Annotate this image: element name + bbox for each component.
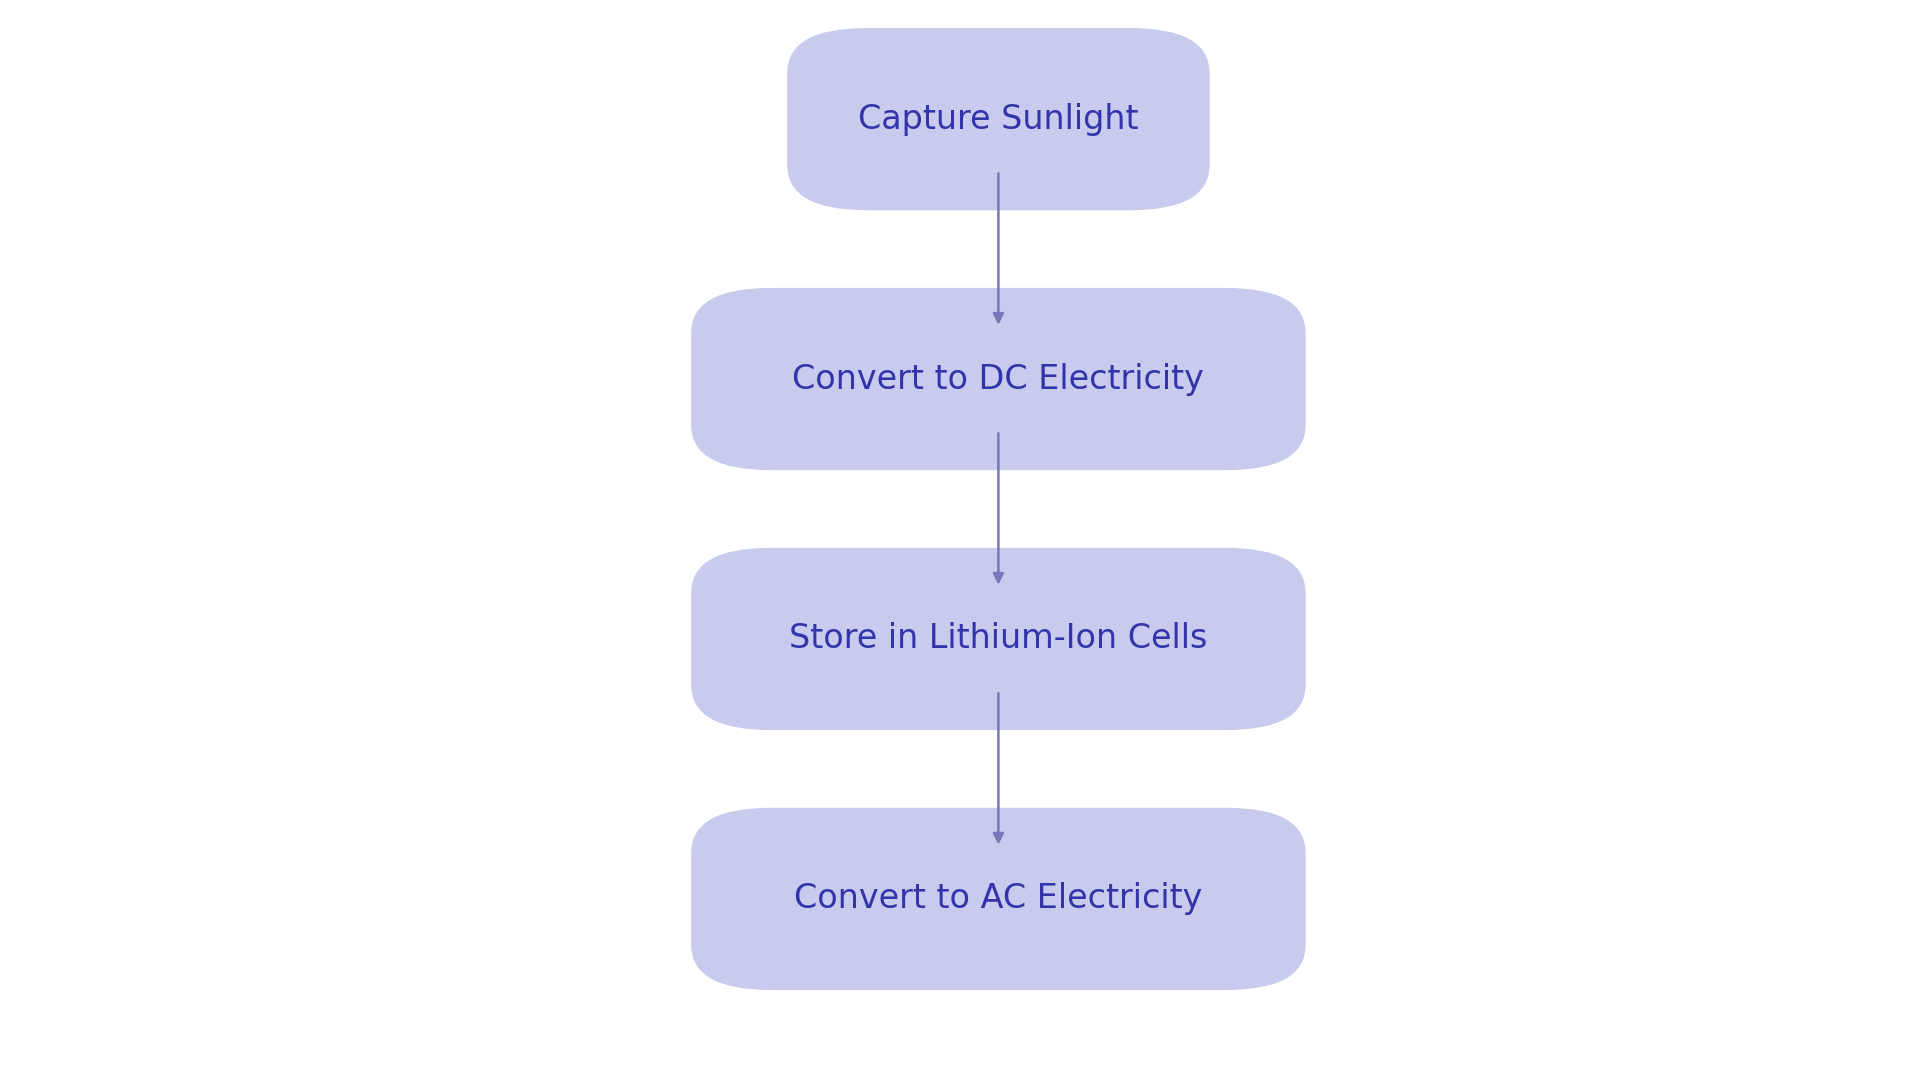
Text: Capture Sunlight: Capture Sunlight (858, 103, 1139, 135)
FancyBboxPatch shape (787, 28, 1210, 210)
FancyBboxPatch shape (691, 548, 1306, 730)
Text: Store in Lithium-Ion Cells: Store in Lithium-Ion Cells (789, 623, 1208, 655)
FancyBboxPatch shape (691, 808, 1306, 990)
Text: Convert to AC Electricity: Convert to AC Electricity (795, 883, 1202, 915)
FancyBboxPatch shape (691, 288, 1306, 470)
Text: Convert to DC Electricity: Convert to DC Electricity (793, 363, 1204, 395)
